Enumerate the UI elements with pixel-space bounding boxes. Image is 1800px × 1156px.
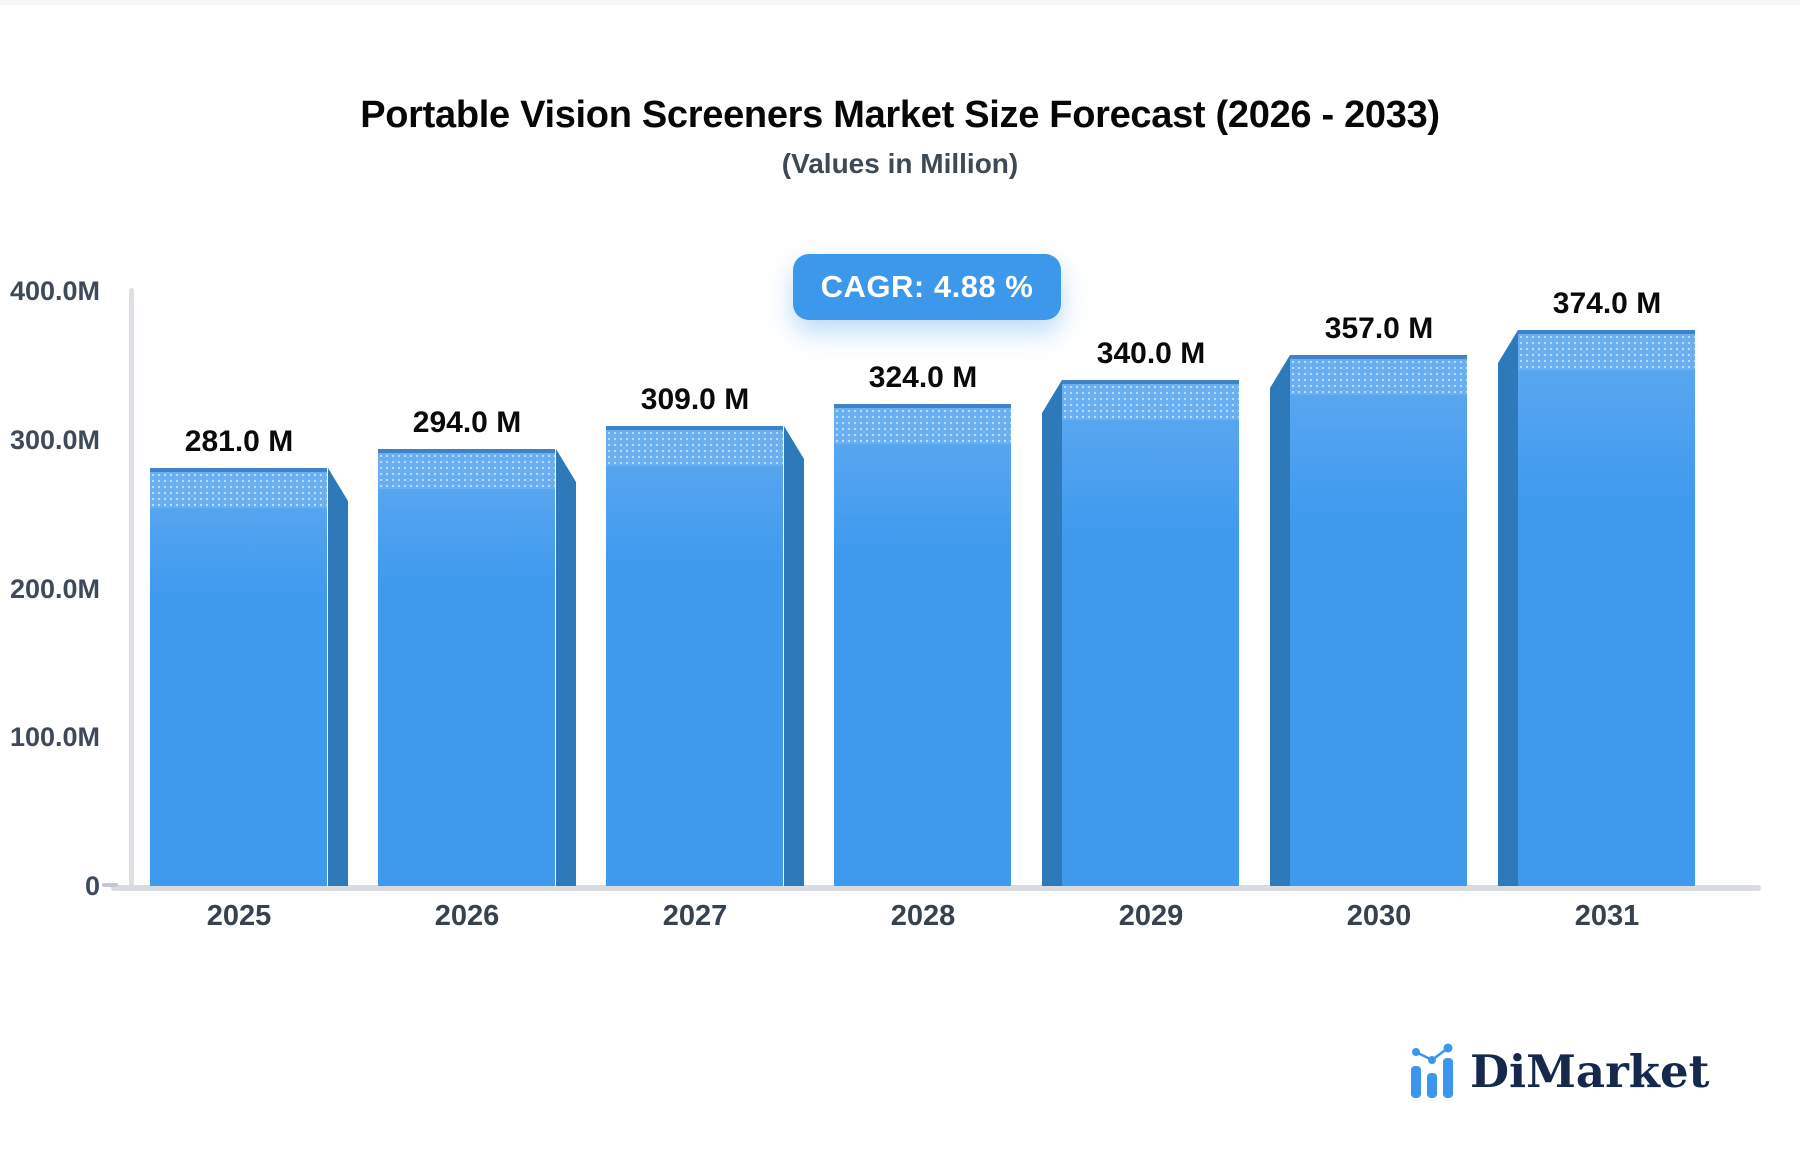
bar	[1518, 330, 1695, 886]
x-axis-category-label: 2030	[1346, 900, 1412, 932]
mini-bar-chart-icon	[1411, 1043, 1453, 1098]
bar-top-highlight	[606, 430, 783, 466]
bar	[606, 426, 783, 886]
bar-side-face	[328, 468, 348, 886]
y-axis-tick-label: 200.0M	[9, 573, 100, 604]
bar-top-highlight	[1518, 334, 1695, 370]
bar-top-highlight	[834, 408, 1011, 444]
bar-value-label: 294.0 M	[412, 406, 522, 439]
x-axis-category-label: 2028	[890, 900, 956, 932]
y-axis-tick-label: 300.0M	[9, 424, 100, 455]
cagr-badge: CAGR: 4.88 %	[793, 254, 1061, 320]
y-axis-tick-label: 0	[84, 871, 100, 901]
bar-value-label: 324.0 M	[868, 361, 978, 394]
bar	[1290, 355, 1467, 886]
bar	[150, 468, 327, 886]
x-axis-category-label: 2027	[662, 900, 728, 932]
x-axis-baseline	[111, 885, 1761, 891]
bar-side-face	[784, 426, 804, 886]
brand-logo-text: DiMarket	[1470, 1045, 1710, 1098]
bar-side-face	[556, 449, 576, 886]
bar	[834, 404, 1011, 886]
bar-value-label: 340.0 M	[1096, 337, 1206, 370]
bar-top-highlight	[150, 472, 327, 508]
bar-side-face	[1042, 380, 1062, 886]
bar-value-label: 281.0 M	[184, 425, 294, 458]
y-axis-line	[129, 288, 134, 889]
bar-top-highlight	[1290, 359, 1467, 395]
chart-subtitle: (Values in Million)	[781, 148, 1019, 179]
y-axis-tick-label: 100.0M	[9, 722, 100, 753]
bar-value-label: 357.0 M	[1324, 312, 1434, 345]
bar	[1062, 380, 1239, 886]
bar	[378, 449, 555, 886]
chart-title: Portable Vision Screeners Market Size Fo…	[360, 94, 1440, 136]
x-axis-category-label: 2025	[206, 900, 272, 932]
bar-top-highlight	[1062, 384, 1239, 420]
x-axis-category-label: 2026	[434, 900, 500, 932]
y-axis-tick-mark	[102, 883, 118, 887]
x-axis-category-label: 2029	[1118, 900, 1184, 932]
bar-top-highlight	[378, 453, 555, 489]
x-axis-category-label: 2031	[1574, 900, 1640, 932]
top-border-strip	[0, 0, 1800, 5]
bar-side-face	[1270, 355, 1290, 886]
brand-logo: DiMarket	[1408, 1040, 1709, 1104]
bar-value-label: 374.0 M	[1552, 287, 1662, 320]
y-axis-tick-label: 400.0M	[9, 276, 100, 306]
bar-value-label: 309.0 M	[640, 383, 750, 416]
bar-side-face	[1498, 330, 1518, 886]
